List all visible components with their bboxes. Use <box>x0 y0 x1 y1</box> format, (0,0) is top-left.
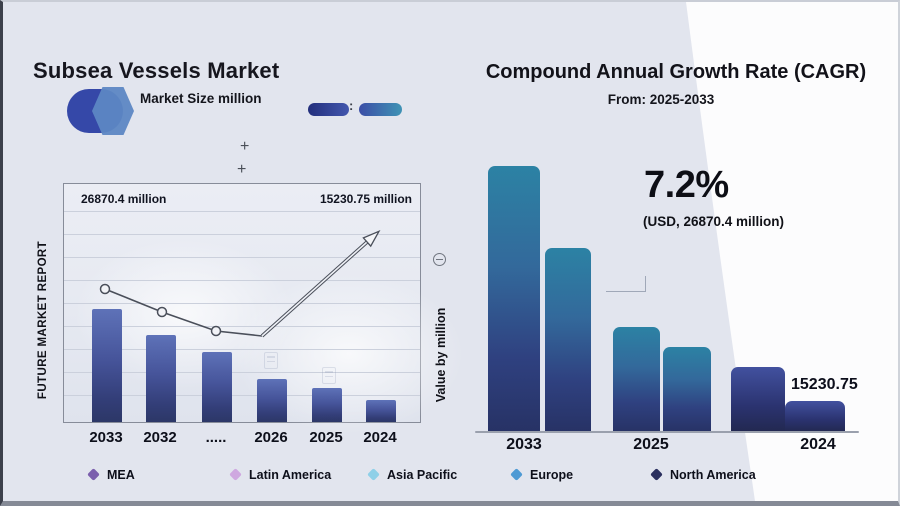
market-size-label: Market Size million <box>140 91 262 106</box>
market-size-chart: 26870.4 million 15230.75 million <box>63 183 464 434</box>
gridline <box>64 395 420 396</box>
cagr-bar-2025-bar-1 <box>613 327 660 432</box>
legend-label: MEA <box>107 467 135 482</box>
cagr-title: Compound Annual Growth Rate (CAGR) <box>485 61 867 83</box>
trend-marker <box>99 283 111 295</box>
legend-diamond-icon <box>367 468 380 481</box>
gridline <box>64 211 420 212</box>
left-x-label: 2032 <box>143 429 177 446</box>
chart-max-value-label: 26870.4 million <box>81 192 167 206</box>
gridline <box>64 372 420 373</box>
gridline <box>64 280 420 281</box>
right-x-label: 2025 <box>633 436 669 453</box>
document-watermark-icon <box>322 367 336 384</box>
legend-item-asia-pacific: Asia Pacific <box>367 467 458 482</box>
end-value-label: 15230.75 <box>791 376 858 393</box>
gridline <box>64 257 420 258</box>
left-x-label: 2024 <box>363 429 397 446</box>
trend-marker <box>156 306 168 318</box>
cagr-bar-2024-bar-2 <box>785 401 845 432</box>
cagr-period-subtitle: From: 2025-2033 <box>607 92 715 107</box>
left-x-label: 2033 <box>89 429 123 446</box>
ratio-colon: : <box>349 98 354 113</box>
page-title: Subsea Vessels Market <box>33 58 280 83</box>
legend-diamond-icon <box>87 468 100 481</box>
left-x-label: 2026 <box>254 429 288 446</box>
circled-minus-icon <box>433 253 446 266</box>
document-watermark-icon <box>264 352 278 369</box>
ratio-pill-left-icon <box>308 103 349 116</box>
legend-label: Latin America <box>249 467 332 482</box>
cagr-percentage: 7.2% <box>644 164 729 206</box>
gridline <box>64 349 420 350</box>
market-size-bar-..... <box>202 352 232 422</box>
value-axis-label: Value by million <box>434 307 448 403</box>
x-axis-line <box>475 431 859 433</box>
plus-mark-icon: + <box>240 138 250 155</box>
market-size-hexagon-icon <box>92 87 134 135</box>
left-x-label: 2025 <box>309 429 343 446</box>
gridline <box>64 234 420 235</box>
trend-marker <box>210 325 222 337</box>
legend-item-latin-america: Latin America <box>229 467 332 482</box>
chart-end-value-label: 15230.75 million <box>319 192 412 206</box>
market-size-bar-2033 <box>92 309 122 422</box>
gridline <box>64 326 420 327</box>
market-size-bar-2024 <box>366 400 396 422</box>
cagr-basis-note: (USD, 26870.4 million) <box>643 214 785 229</box>
cagr-bar-2024-bar-1 <box>731 367 785 432</box>
ratio-pill-right-icon <box>359 103 402 116</box>
cagr-bar-2025-bar-2 <box>663 347 711 432</box>
brand-side-label: FUTURE MARKET REPORT <box>37 240 49 400</box>
gridline <box>64 303 420 304</box>
left-x-label: ..... <box>205 429 227 446</box>
right-x-label: 2033 <box>506 436 542 453</box>
legend-item-mea: MEA <box>87 467 135 482</box>
market-size-bar-2026 <box>257 379 287 422</box>
market-size-bar-2032 <box>146 335 176 422</box>
plus-mark-icon: + <box>237 161 247 178</box>
cagr-bar-2033-bar-1 <box>488 166 540 432</box>
legend-diamond-icon <box>229 468 242 481</box>
legend-diamond-icon <box>650 468 663 481</box>
step-line-decoration <box>606 276 646 292</box>
legend-item-europe: Europe <box>510 467 574 482</box>
cagr-bar-2033-bar-2 <box>545 248 591 432</box>
trend-arrow-line <box>99 229 381 338</box>
legend-label: North America <box>670 467 756 482</box>
legend-label: Europe <box>530 467 574 482</box>
right-x-label: 2024 <box>800 436 836 453</box>
market-size-bar-2025 <box>312 388 342 422</box>
legend-item-north-america: North America <box>650 467 756 482</box>
legend-diamond-icon <box>510 468 523 481</box>
legend-label: Asia Pacific <box>387 467 458 482</box>
